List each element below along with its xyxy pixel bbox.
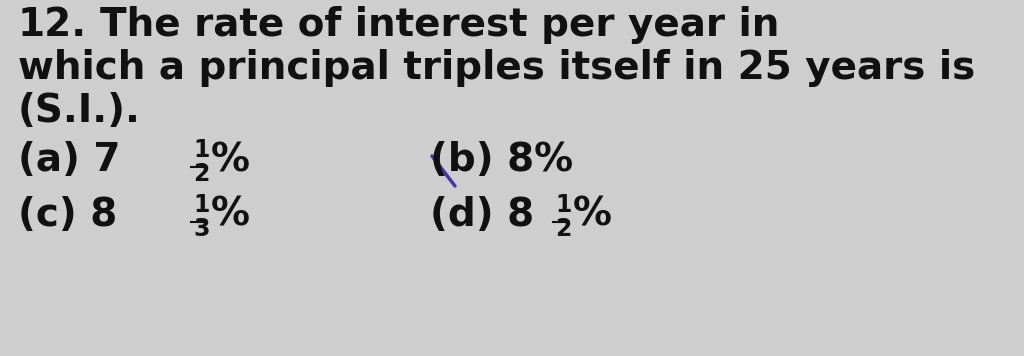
- Text: 1: 1: [193, 193, 209, 217]
- Text: 2: 2: [555, 217, 571, 241]
- Text: (b) 8%: (b) 8%: [430, 141, 573, 179]
- Text: (c) 8: (c) 8: [18, 196, 118, 234]
- Text: (d) 8: (d) 8: [430, 196, 535, 234]
- Text: which a principal triples itself in 25 years is: which a principal triples itself in 25 y…: [18, 49, 975, 87]
- Text: 2: 2: [193, 162, 209, 186]
- Text: 12.: 12.: [18, 6, 87, 44]
- Text: 1: 1: [555, 193, 571, 217]
- Text: %: %: [211, 141, 250, 179]
- Text: 3: 3: [193, 217, 210, 241]
- Text: %: %: [211, 196, 250, 234]
- Text: (a) 7: (a) 7: [18, 141, 121, 179]
- Text: The rate of interest per year in: The rate of interest per year in: [100, 6, 779, 44]
- Text: %: %: [573, 196, 612, 234]
- Text: (S.I.).: (S.I.).: [18, 92, 141, 130]
- Text: 1: 1: [193, 138, 209, 162]
